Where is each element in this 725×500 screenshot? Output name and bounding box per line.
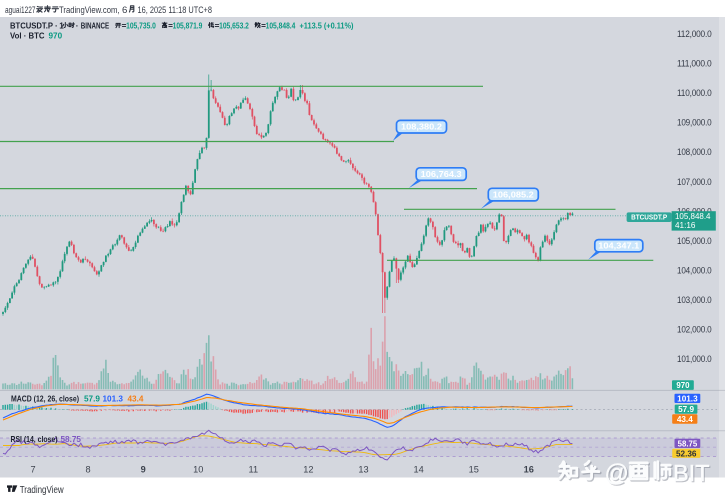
- svg-text:104,000.0: 104,000.0: [677, 265, 712, 275]
- svg-text:101,000.0: 101,000.0: [677, 354, 712, 364]
- svg-text:57.9: 57.9: [678, 405, 694, 414]
- svg-text:12: 12: [303, 465, 313, 475]
- svg-text:970: 970: [676, 381, 690, 390]
- svg-text:105,735.0: 105,735.0: [126, 21, 156, 30]
- svg-text:101.3: 101.3: [103, 394, 124, 403]
- svg-text:41:16: 41:16: [675, 221, 696, 230]
- svg-text:108,380.2: 108,380.2: [401, 122, 442, 132]
- svg-text:10: 10: [193, 465, 203, 475]
- svg-text:14: 14: [413, 465, 423, 475]
- svg-text:58.75: 58.75: [678, 439, 698, 448]
- svg-text:·: ·: [55, 21, 58, 30]
- svg-text:43.4: 43.4: [677, 415, 693, 424]
- svg-text:108,000.0: 108,000.0: [677, 147, 712, 157]
- svg-text:105,848.4: 105,848.4: [675, 212, 711, 221]
- svg-text:=: =: [168, 21, 173, 30]
- svg-text:+113.5 (+0.11%): +113.5 (+0.11%): [300, 21, 354, 30]
- svg-text:RSI (14, close): RSI (14, close): [11, 435, 58, 444]
- svg-text:101.3: 101.3: [677, 394, 698, 403]
- svg-text:16, 2025 11:18 UTC+8: 16, 2025 11:18 UTC+8: [138, 5, 213, 16]
- svg-text:11: 11: [249, 465, 259, 475]
- svg-text:BTCUSDT.P: BTCUSDT.P: [10, 21, 53, 30]
- svg-text:13: 13: [358, 465, 368, 475]
- svg-text:105,848.4: 105,848.4: [266, 21, 296, 30]
- svg-text:BTCUSDT.P: BTCUSDT.P: [631, 215, 667, 222]
- svg-text:102,000.0: 102,000.0: [677, 325, 712, 335]
- svg-text:105,871.9: 105,871.9: [173, 21, 203, 30]
- svg-text:@: @: [605, 460, 629, 487]
- svg-text:MACD (12, 26, close): MACD (12, 26, close): [11, 394, 79, 403]
- svg-text:106,764.3: 106,764.3: [421, 169, 462, 179]
- svg-text:6: 6: [122, 5, 127, 16]
- svg-text:970: 970: [49, 32, 63, 41]
- svg-text:105,653.2: 105,653.2: [219, 21, 249, 30]
- svg-text:=: =: [261, 21, 266, 30]
- svg-text:57.9: 57.9: [84, 394, 100, 403]
- svg-text:BIT: BIT: [673, 460, 710, 486]
- svg-text:aguai1227: aguai1227: [5, 5, 36, 16]
- svg-text:15: 15: [469, 465, 479, 475]
- svg-text:@: @: [606, 461, 630, 488]
- svg-text:104,347.1: 104,347.1: [598, 241, 639, 251]
- svg-text:=: =: [122, 21, 127, 30]
- svg-text:BINANCE: BINANCE: [81, 21, 110, 30]
- svg-text:9: 9: [141, 465, 146, 475]
- svg-text:52.36: 52.36: [676, 449, 697, 458]
- svg-text:107,000.0: 107,000.0: [677, 177, 712, 187]
- svg-text:58.75: 58.75: [61, 435, 82, 444]
- svg-text:111,000.0: 111,000.0: [677, 59, 712, 69]
- svg-text:106,085.2: 106,085.2: [493, 190, 534, 200]
- svg-text:105,000.0: 105,000.0: [677, 236, 712, 246]
- svg-text:TradingView: TradingView: [20, 485, 65, 496]
- svg-text:7: 7: [30, 465, 35, 475]
- svg-text:16: 16: [524, 465, 534, 475]
- svg-text:112,000.0: 112,000.0: [677, 29, 712, 39]
- svg-text:8: 8: [86, 465, 91, 475]
- svg-text:TradingView.com,: TradingView.com,: [59, 5, 120, 16]
- svg-text:103,000.0: 103,000.0: [677, 295, 712, 305]
- svg-text:1: 1: [59, 21, 64, 30]
- svg-text:·: ·: [76, 21, 79, 30]
- svg-text:=: =: [215, 21, 220, 30]
- svg-text:109,000.0: 109,000.0: [677, 118, 712, 128]
- svg-text:Vol · BTC: Vol · BTC: [10, 32, 45, 41]
- svg-text:BIT: BIT: [674, 461, 711, 487]
- svg-text:43.4: 43.4: [128, 394, 144, 403]
- svg-text:110,000.0: 110,000.0: [677, 88, 712, 98]
